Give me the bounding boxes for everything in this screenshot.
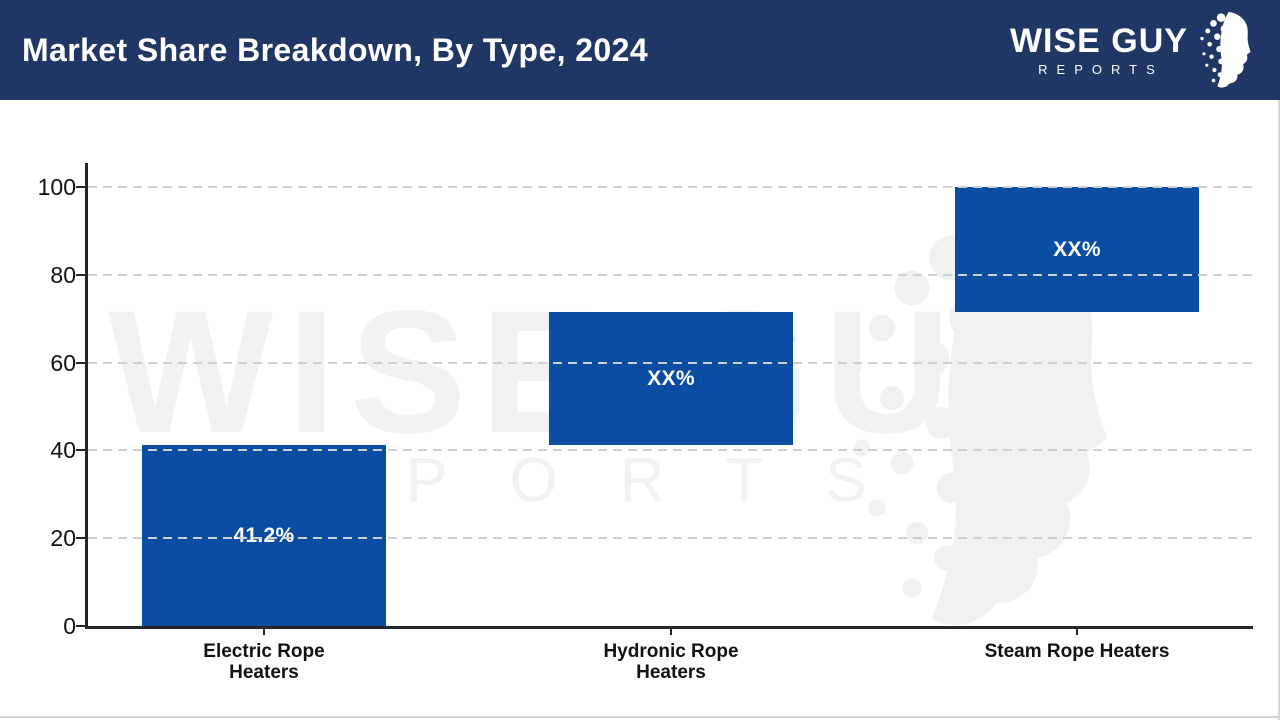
x-tick-electric-rope-heaters [263, 626, 265, 635]
bar-hydronic-rope-heaters: XX% [549, 312, 793, 446]
x-category-label-hydronic-rope-heaters: Hydronic Rope Heaters [603, 641, 739, 683]
logo-wordmark: WISE GUY REPORTS [1010, 24, 1188, 76]
gridline-60 [88, 361, 1253, 364]
x-category-label-steam-rope-heaters: Steam Rope Heaters [984, 641, 1170, 662]
gridline-80 [88, 273, 1253, 276]
gridline-20 [88, 537, 1253, 540]
bar-value-label-steam-rope-heaters: XX% [1053, 237, 1101, 261]
y-tick-label-80: 80 [50, 261, 76, 288]
x-tick-steam-rope-heaters [1076, 626, 1078, 635]
gridline-100 [88, 186, 1253, 188]
y-tick-20 [76, 537, 87, 540]
y-tick-label-100: 100 [37, 174, 76, 200]
bottom-divider [0, 716, 1280, 718]
y-axis-line [85, 163, 88, 629]
header-bar: Market Share Breakdown, By Type, 2024 WI… [0, 0, 1280, 100]
y-tick-label-40: 40 [50, 437, 76, 464]
x-tick-hydronic-rope-heaters [670, 626, 672, 635]
y-tick-label-60: 60 [50, 349, 76, 376]
x-axis-line [85, 626, 1253, 629]
wise-guy-logo: WISE GUY REPORTS [1010, 10, 1252, 90]
bar-electric-rope-heaters: 41.2% [142, 445, 386, 626]
y-tick-100 [76, 186, 87, 188]
y-tick-60 [76, 361, 87, 364]
watermark-dotted-face-icon [843, 228, 1107, 626]
bar-value-label-hydronic-rope-heaters: XX% [647, 366, 695, 390]
gridline-40 [88, 449, 1253, 452]
y-tick-label-0: 0 [63, 613, 76, 639]
logo-line2: REPORTS [1038, 62, 1164, 77]
x-category-label-electric-rope-heaters: Electric Rope Heaters [203, 641, 325, 683]
y-tick-0 [76, 625, 87, 627]
page-title: Market Share Breakdown, By Type, 2024 [22, 31, 649, 68]
y-tick-80 [76, 273, 87, 276]
dotted-face-icon [1200, 11, 1251, 88]
bar-steam-rope-heaters: XX% [955, 187, 1199, 313]
chart-area: WISE GUY REPORTS 0 20 40 60 80 100 41.2% Electr… [0, 100, 1280, 720]
y-tick-40 [76, 449, 87, 452]
bar-value-label-electric-rope-heaters: 41.2% [233, 523, 295, 547]
logo-line1: WISE GUY [1009, 22, 1188, 60]
y-tick-label-20: 20 [50, 525, 76, 552]
